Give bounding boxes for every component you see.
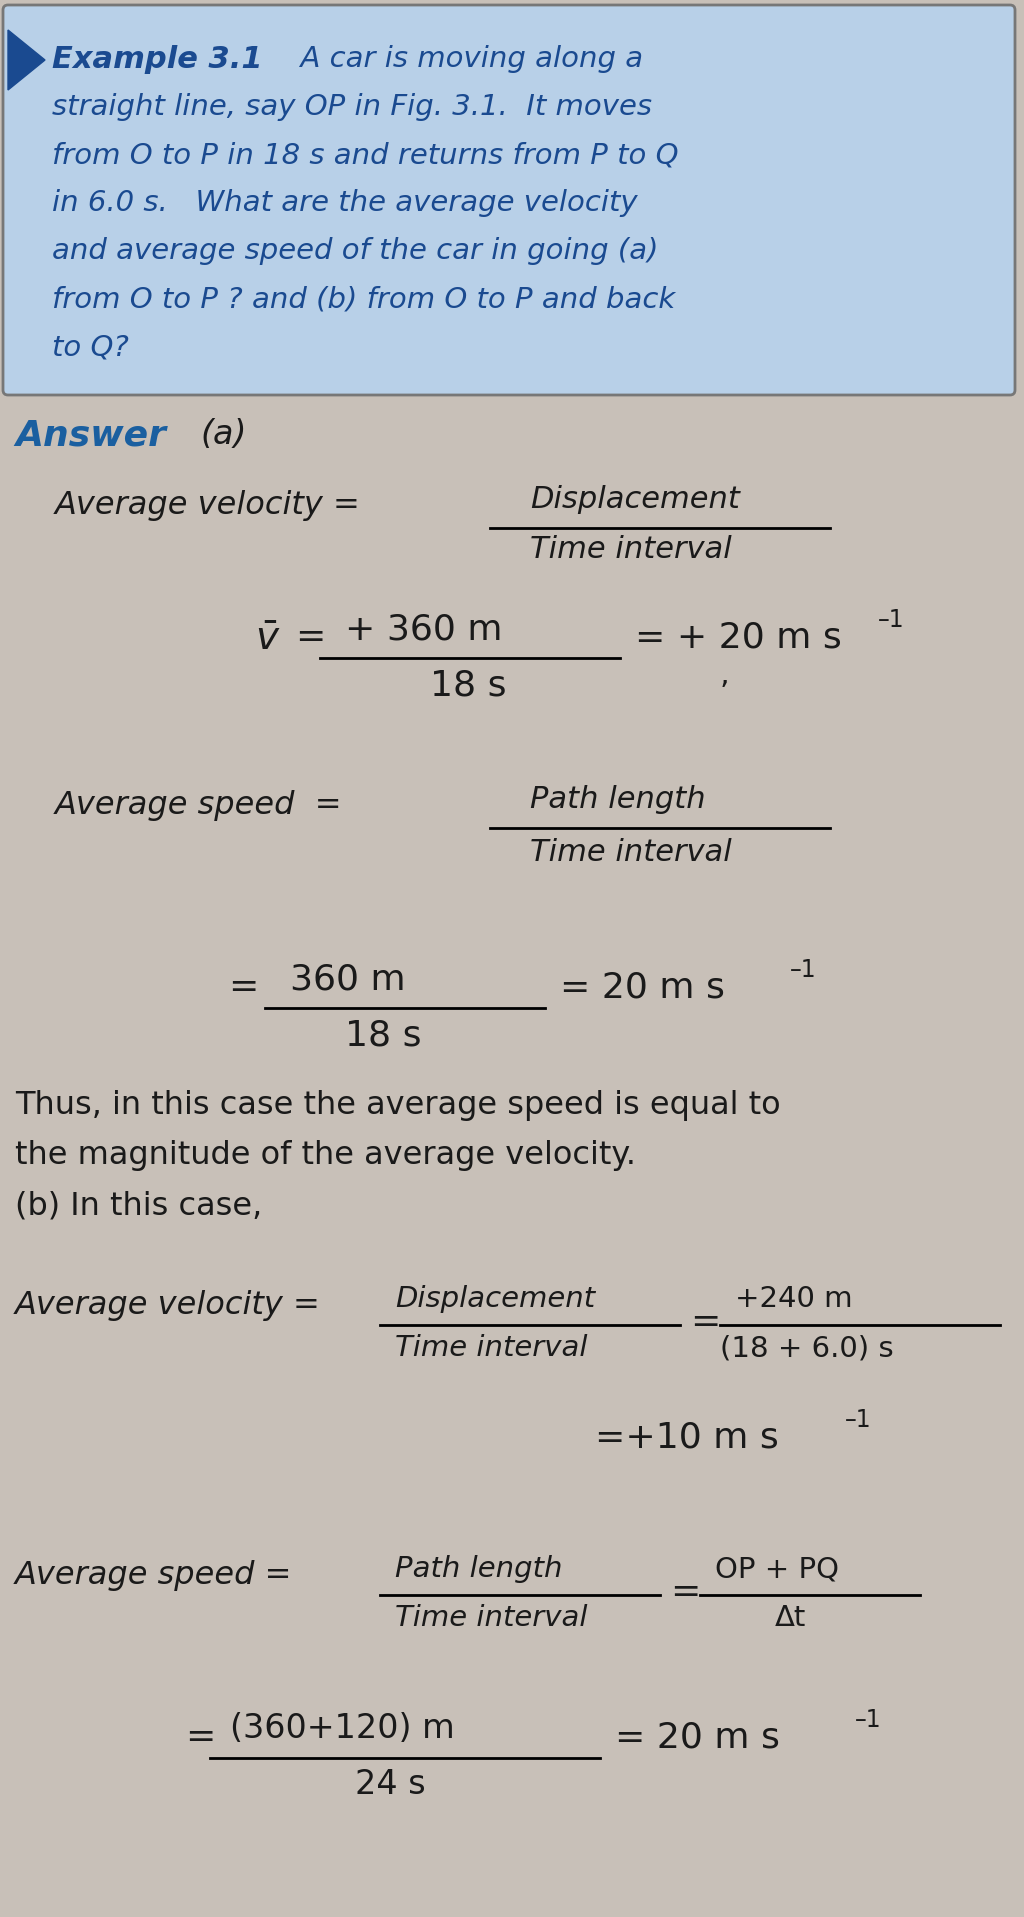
Text: from O to P ? and (b) from O to P and back: from O to P ? and (b) from O to P and ba…: [52, 286, 675, 312]
Text: from O to P in 18 s and returns from P to Q: from O to P in 18 s and returns from P t…: [52, 142, 679, 169]
Text: Time interval: Time interval: [530, 838, 732, 866]
FancyBboxPatch shape: [3, 6, 1015, 395]
Text: –1: –1: [878, 608, 904, 633]
Text: Answer: Answer: [15, 418, 166, 452]
Text: straight line, say OP in Fig. 3.1.  It moves: straight line, say OP in Fig. 3.1. It mo…: [52, 94, 652, 121]
Text: =: =: [185, 1720, 215, 1754]
Polygon shape: [8, 31, 45, 90]
Text: (18 + 6.0) s: (18 + 6.0) s: [720, 1334, 894, 1361]
Text: 360 m: 360 m: [290, 962, 406, 997]
Text: Example 3.1: Example 3.1: [52, 44, 262, 75]
Text: –1: –1: [790, 958, 816, 982]
Text: –1: –1: [845, 1407, 871, 1432]
Text: the magnitude of the average velocity.: the magnitude of the average velocity.: [15, 1141, 636, 1171]
Text: = 20 m s: = 20 m s: [615, 1720, 780, 1754]
Text: =: =: [295, 619, 326, 654]
Text: (a): (a): [200, 418, 247, 450]
Text: +240 m: +240 m: [735, 1284, 853, 1313]
Text: 24 s: 24 s: [355, 1767, 426, 1800]
Text: Time interval: Time interval: [395, 1605, 588, 1631]
Text: in 6.0 s.   What are the average velocity: in 6.0 s. What are the average velocity: [52, 190, 638, 217]
Text: A car is moving along a: A car is moving along a: [282, 44, 643, 73]
Text: and average speed of the car in going (a): and average speed of the car in going (a…: [52, 238, 658, 265]
Text: = + 20 m s: = + 20 m s: [635, 619, 842, 654]
Text: Time interval: Time interval: [530, 535, 732, 564]
Text: –1: –1: [855, 1708, 882, 1731]
Text: =: =: [690, 1305, 720, 1338]
Text: to Q?: to Q?: [52, 334, 129, 360]
Text: =: =: [228, 970, 258, 1005]
Text: ,: ,: [720, 659, 730, 688]
Text: (b) In this case,: (b) In this case,: [15, 1190, 262, 1221]
Text: 18 s: 18 s: [345, 1018, 422, 1052]
Text: Path length: Path length: [530, 784, 706, 815]
Text: Path length: Path length: [395, 1555, 562, 1583]
Text: Average speed =: Average speed =: [15, 1560, 293, 1591]
Text: Thus, in this case the average speed is equal to: Thus, in this case the average speed is …: [15, 1091, 780, 1121]
Text: Average speed  =: Average speed =: [55, 790, 343, 820]
Text: OP + PQ: OP + PQ: [715, 1555, 839, 1583]
Text: Average velocity =: Average velocity =: [55, 491, 360, 521]
Text: =: =: [670, 1576, 700, 1608]
Text: $\bar{v}$: $\bar{v}$: [255, 619, 281, 658]
Text: Displacement: Displacement: [395, 1284, 595, 1313]
Text: + 360 m: + 360 m: [345, 612, 503, 646]
Text: =+10 m s: =+10 m s: [595, 1420, 778, 1453]
Text: (360+120) m: (360+120) m: [230, 1712, 455, 1744]
Text: Displacement: Displacement: [530, 485, 740, 514]
Text: = 20 m s: = 20 m s: [560, 970, 725, 1005]
Text: Average velocity =: Average velocity =: [15, 1290, 321, 1321]
Text: Δt: Δt: [775, 1605, 806, 1631]
Text: 18 s: 18 s: [430, 667, 507, 702]
Text: Time interval: Time interval: [395, 1334, 588, 1361]
